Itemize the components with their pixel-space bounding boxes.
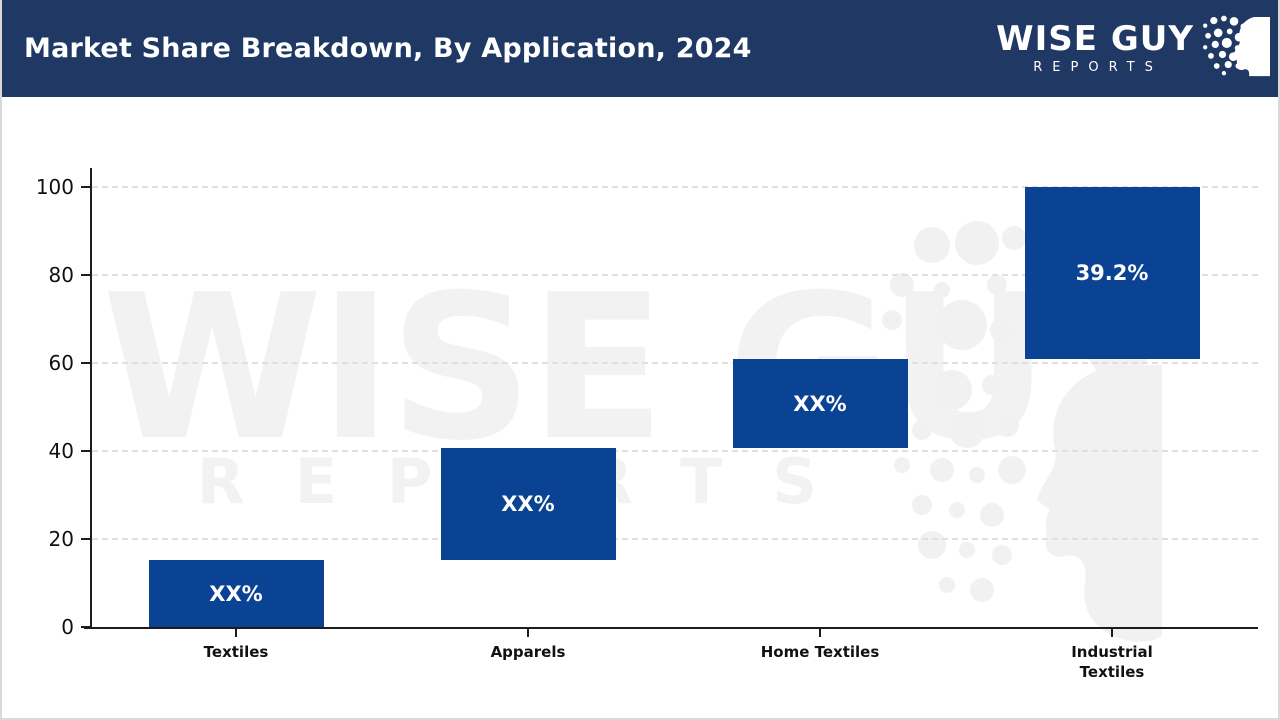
y-tick-label-0: 0 [61, 615, 74, 639]
grid-line-40 [92, 450, 1258, 452]
y-tick-mark-20 [81, 538, 90, 540]
bar-3 [732, 359, 908, 448]
x-tick-mark-4 [1111, 629, 1113, 637]
x-tick-mark-3 [819, 629, 821, 637]
x-category-label-2: Apparels [490, 643, 566, 661]
header-bar: Market Share Breakdown, By Application, … [2, 0, 1278, 97]
bar-4 [1024, 187, 1200, 360]
wise-guy-reports-logo: WISE GUY REPORTS [996, 8, 1270, 88]
page-title: Market Share Breakdown, By Application, … [24, 33, 752, 64]
y-tick-label-20: 20 [48, 527, 74, 551]
y-axis-line [90, 168, 92, 629]
x-category-label-4: Industrial Textiles [1071, 643, 1153, 682]
x-tick-mark-2 [527, 629, 529, 637]
grid-line-60 [92, 362, 1258, 364]
bar-label-1: XX% [209, 581, 263, 606]
bar-label-3: XX% [793, 391, 847, 416]
bar-2 [440, 447, 616, 561]
y-tick-label-80: 80 [48, 263, 74, 287]
y-tick-label-40: 40 [48, 439, 74, 463]
grid-line-20 [92, 538, 1258, 540]
bar-1 [148, 560, 324, 627]
y-tick-mark-80 [81, 274, 90, 276]
logo-text: WISE GUY REPORTS [996, 18, 1194, 76]
x-category-label-1: Textiles [203, 643, 269, 661]
y-tick-mark-100 [81, 186, 90, 188]
y-tick-label-60: 60 [48, 351, 74, 375]
chart-canvas: WISE GUY REPORTS 020406080100XX%XX%XX%39… [2, 97, 1278, 716]
grid-line-80 [92, 274, 1258, 276]
logo-wordmark: WISE GUY [996, 18, 1194, 59]
bar-label-2: XX% [501, 492, 555, 516]
bar-label-4: 39.2% [1075, 261, 1149, 286]
watermark-wordmark: WISE GUY [102, 252, 1191, 485]
logo-subtitle: REPORTS [1033, 60, 1163, 76]
x-category-label-3: Home Textiles [760, 643, 880, 661]
x-axis-line [84, 627, 1258, 629]
grid-line-100 [92, 186, 1258, 188]
x-tick-mark-1 [235, 629, 237, 637]
y-tick-mark-40 [81, 450, 90, 452]
logo-head-icon [1203, 15, 1270, 77]
watermark-head-graphic [868, 221, 1162, 642]
y-tick-mark-60 [81, 362, 90, 364]
y-tick-label-100: 100 [35, 175, 74, 199]
